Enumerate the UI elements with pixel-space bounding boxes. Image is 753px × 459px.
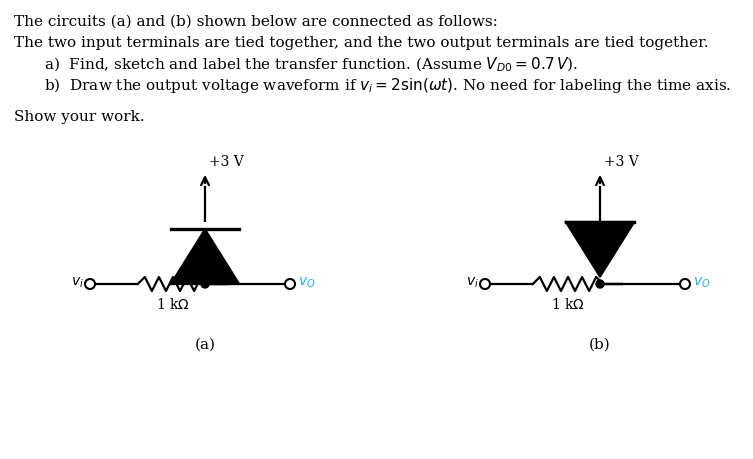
Text: Show your work.: Show your work.: [14, 110, 145, 124]
Text: $v_O$: $v_O$: [693, 275, 711, 290]
Circle shape: [680, 280, 690, 289]
Text: +3 V: +3 V: [209, 155, 244, 168]
Text: The circuits (a) and (b) shown below are connected as follows:: The circuits (a) and (b) shown below are…: [14, 15, 498, 29]
Text: 1 k$\Omega$: 1 k$\Omega$: [156, 297, 190, 311]
Text: $v_i$: $v_i$: [466, 275, 479, 290]
Text: $v_O$: $v_O$: [298, 275, 316, 290]
Text: b)  Draw the output voltage waveform if $v_i = 2\sin(\omega t)$. No need for lab: b) Draw the output voltage waveform if $…: [44, 76, 731, 95]
Text: (a): (a): [194, 337, 215, 351]
Text: a)  Find, sketch and label the transfer function. (Assume $V_{D0} = 0.7\,V$).: a) Find, sketch and label the transfer f…: [44, 56, 578, 74]
Circle shape: [285, 280, 295, 289]
Circle shape: [480, 280, 490, 289]
Circle shape: [596, 280, 604, 288]
Circle shape: [85, 280, 95, 289]
Polygon shape: [566, 223, 634, 277]
Text: 1 k$\Omega$: 1 k$\Omega$: [551, 297, 585, 311]
Text: The two input terminals are tied together, and the two output terminals are tied: The two input terminals are tied togethe…: [14, 36, 709, 50]
Text: +3 V: +3 V: [604, 155, 639, 168]
Text: (b): (b): [589, 337, 611, 351]
Circle shape: [201, 280, 209, 288]
Polygon shape: [171, 230, 239, 285]
Text: $v_i$: $v_i$: [71, 275, 84, 290]
